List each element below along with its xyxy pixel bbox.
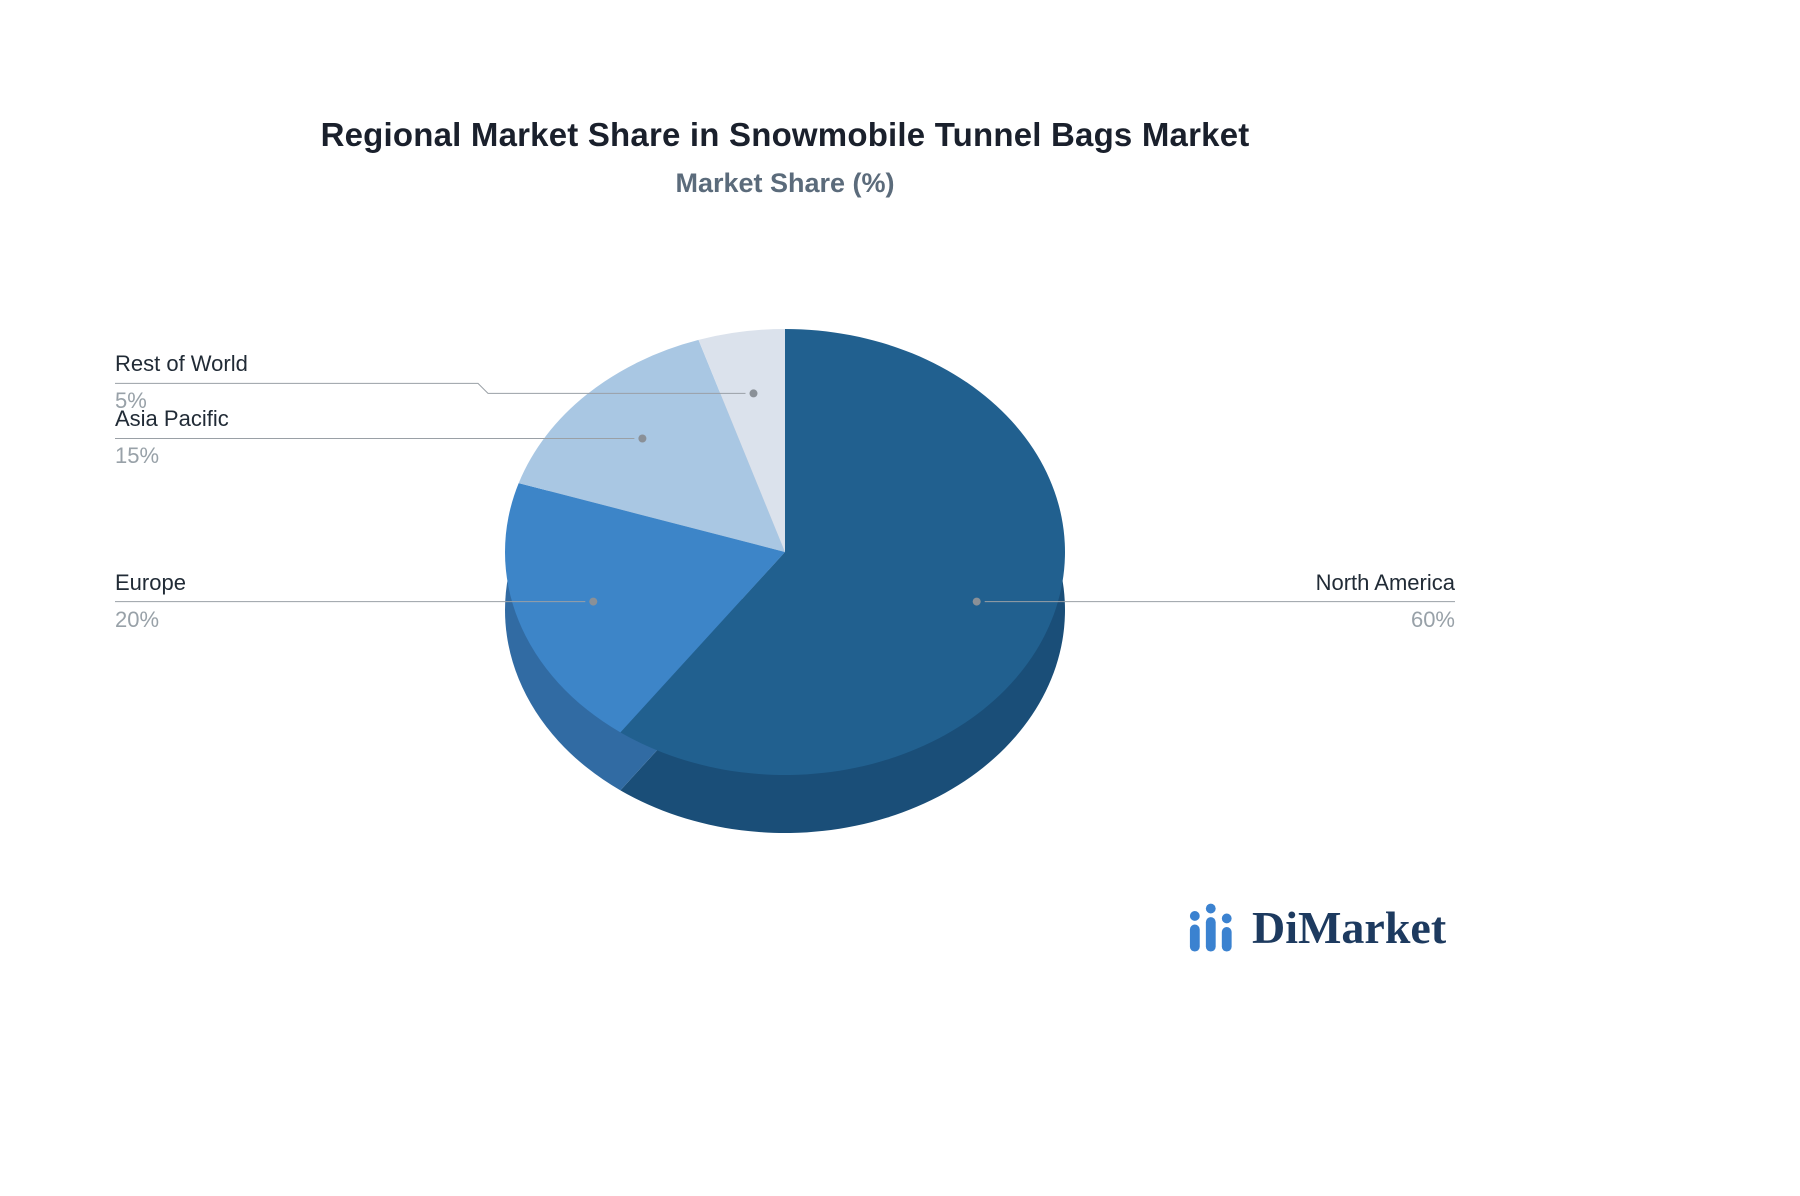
pie-slice-rest-of-world <box>698 329 785 552</box>
slice-label-value: 20% <box>115 606 160 632</box>
leader-dot-rest-of-world <box>749 389 758 398</box>
slice-label-name: Europe <box>115 569 186 595</box>
chart-subtitle: Market Share (%) <box>675 168 895 198</box>
bar-chart-with-dots-icon <box>1189 903 1232 952</box>
slice-label-value: 15% <box>115 443 160 469</box>
label-rest-of-world: Rest of World 5% <box>115 351 248 414</box>
chart-title: Regional Market Share in Snowmobile Tunn… <box>320 116 1250 153</box>
dimarket-logo: DiMarket <box>1185 900 1446 954</box>
slice-label-value: 5% <box>115 388 147 414</box>
leader-line-rest-of-world <box>115 382 746 394</box>
slice-label-name: Rest of World <box>115 351 248 377</box>
dimarket-logo-text: DiMarket <box>1252 901 1447 953</box>
slice-label-name: Asia Pacific <box>115 406 229 432</box>
slice-label-name: North America <box>1315 569 1455 595</box>
leader-dot-north-america <box>972 597 981 606</box>
slice-label-value: 60% <box>1410 606 1455 632</box>
label-north-america: North America 60% <box>1316 570 1455 633</box>
label-europe: Europe 20% <box>115 570 186 633</box>
leader-dot-asia-pacific <box>638 434 647 443</box>
label-asia-pacific: Asia Pacific 15% <box>115 406 229 469</box>
leader-dot-europe <box>589 597 598 606</box>
pie-slice-europe <box>504 483 785 733</box>
pie-slice-north-america <box>620 329 1065 775</box>
